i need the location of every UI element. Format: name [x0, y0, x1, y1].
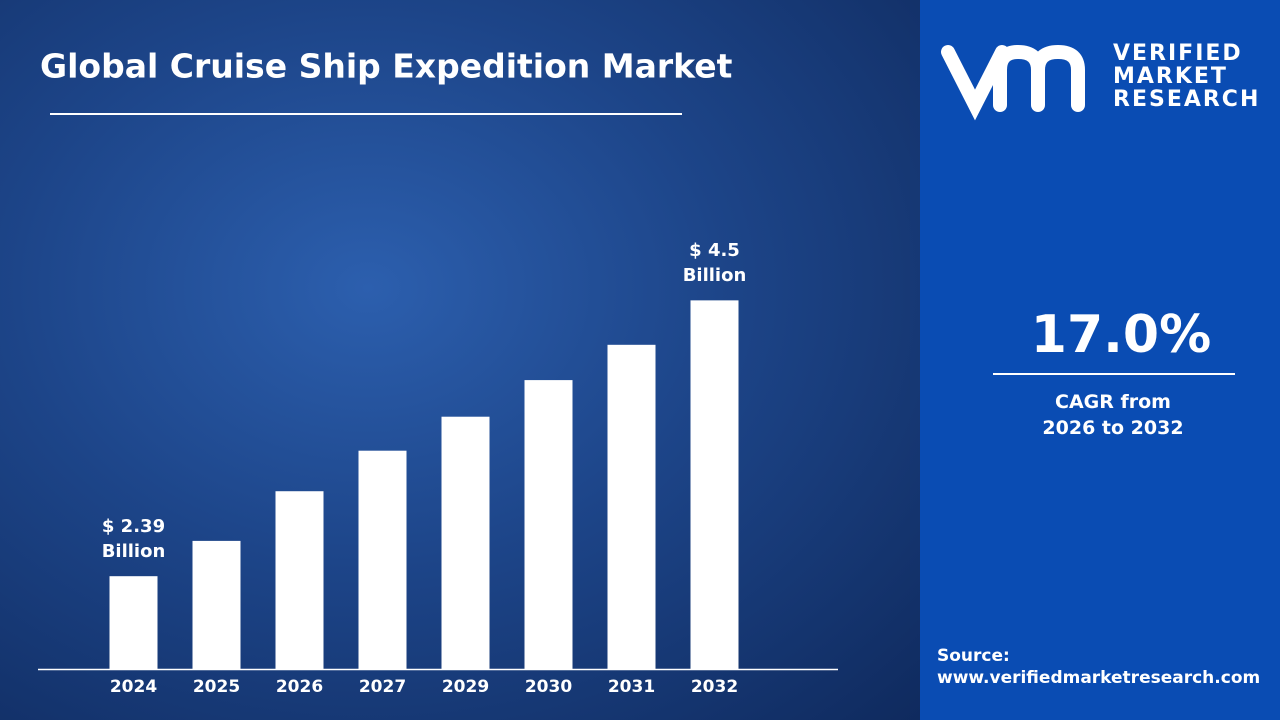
brand-line: VERIFIED [1113, 41, 1243, 66]
brand-line: RESEARCH [1113, 87, 1260, 112]
cagr-value: 17.0% [1031, 305, 1211, 365]
bar [192, 540, 241, 669]
x-tick-label: 2027 [359, 677, 406, 697]
bar [690, 300, 739, 669]
bar [524, 380, 573, 669]
bar [607, 344, 656, 669]
source-url: www.verifiedmarketresearch.com [937, 668, 1260, 688]
brand-line: MARKET [1113, 64, 1228, 89]
sidebar [920, 0, 1280, 720]
source-label: Source: [937, 646, 1010, 666]
x-tick-label: 2024 [110, 677, 157, 697]
x-tick-label: 2025 [193, 677, 240, 697]
value-label: $ 4.5 Billion [682, 240, 747, 287]
x-tick-label: 2029 [442, 677, 489, 697]
cagr-caption: CAGR from 2026 to 2032 [1042, 391, 1184, 439]
bar [109, 576, 158, 669]
bar [358, 450, 407, 669]
bar [441, 416, 490, 669]
x-tick-label: 2032 [691, 677, 738, 697]
value-label: $ 2.39 Billion [101, 516, 166, 563]
bar [275, 491, 324, 669]
x-tick-label: 2031 [608, 677, 655, 697]
logo-mark [941, 44, 1085, 121]
x-tick-label: 2026 [276, 677, 323, 697]
x-tick-label: 2030 [525, 677, 572, 697]
chart-title: Global Cruise Ship Expedition Market [40, 47, 733, 86]
